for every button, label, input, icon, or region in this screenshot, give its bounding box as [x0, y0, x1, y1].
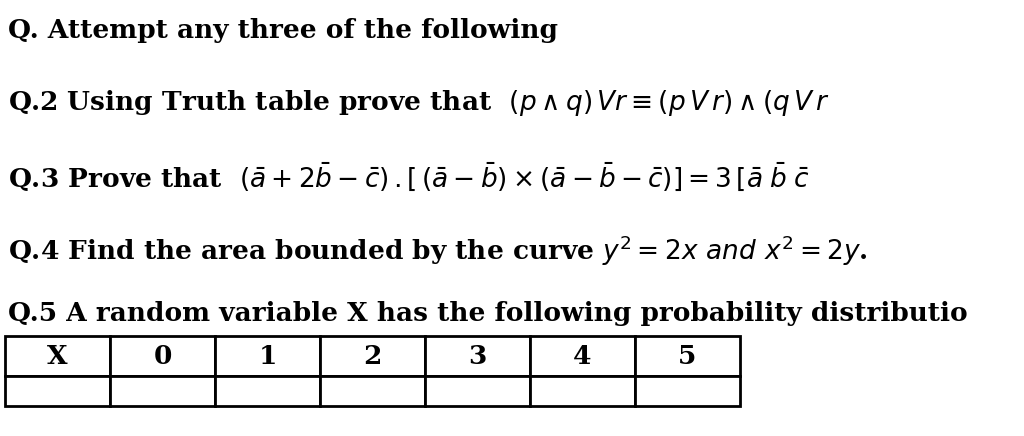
- Bar: [215, 376, 319, 406]
- Text: 3: 3: [468, 344, 486, 368]
- Text: 0: 0: [154, 344, 172, 368]
- Bar: [530, 376, 635, 406]
- Text: Q.4 Find the area bounded by the curve $y^2 = 2x$ $\mathit{and}$ $x^2 = 2y$.: Q.4 Find the area bounded by the curve $…: [8, 234, 867, 269]
- Text: 1: 1: [258, 344, 276, 368]
- Bar: [635, 376, 740, 406]
- Bar: [530, 336, 635, 376]
- Text: Q. Attempt any three of the following: Q. Attempt any three of the following: [8, 18, 558, 43]
- Bar: [425, 376, 530, 406]
- Text: X: X: [47, 344, 68, 368]
- Bar: [215, 336, 319, 376]
- Bar: [319, 336, 425, 376]
- Bar: [110, 376, 215, 406]
- Text: 5: 5: [678, 344, 696, 368]
- Bar: [425, 336, 530, 376]
- Text: 4: 4: [573, 344, 592, 368]
- Text: Q.2 Using Truth table prove that  $(p \wedge q)\,Vr \equiv (p\,V\,r) \wedge (q\,: Q.2 Using Truth table prove that $(p \we…: [8, 88, 830, 118]
- Bar: [5, 336, 110, 376]
- Bar: [635, 336, 740, 376]
- Bar: [110, 336, 215, 376]
- Bar: [319, 376, 425, 406]
- Text: Q.3 Prove that  $(\bar{a} + 2\bar{b} - \bar{c})\,.[\,(\bar{a} - \bar{b})\times(\: Q.3 Prove that $(\bar{a} + 2\bar{b} - \b…: [8, 161, 810, 194]
- Text: 2: 2: [364, 344, 382, 368]
- Bar: [5, 376, 110, 406]
- Text: Q.5 A random variable X has the following probability distributio: Q.5 A random variable X has the followin…: [8, 301, 968, 326]
